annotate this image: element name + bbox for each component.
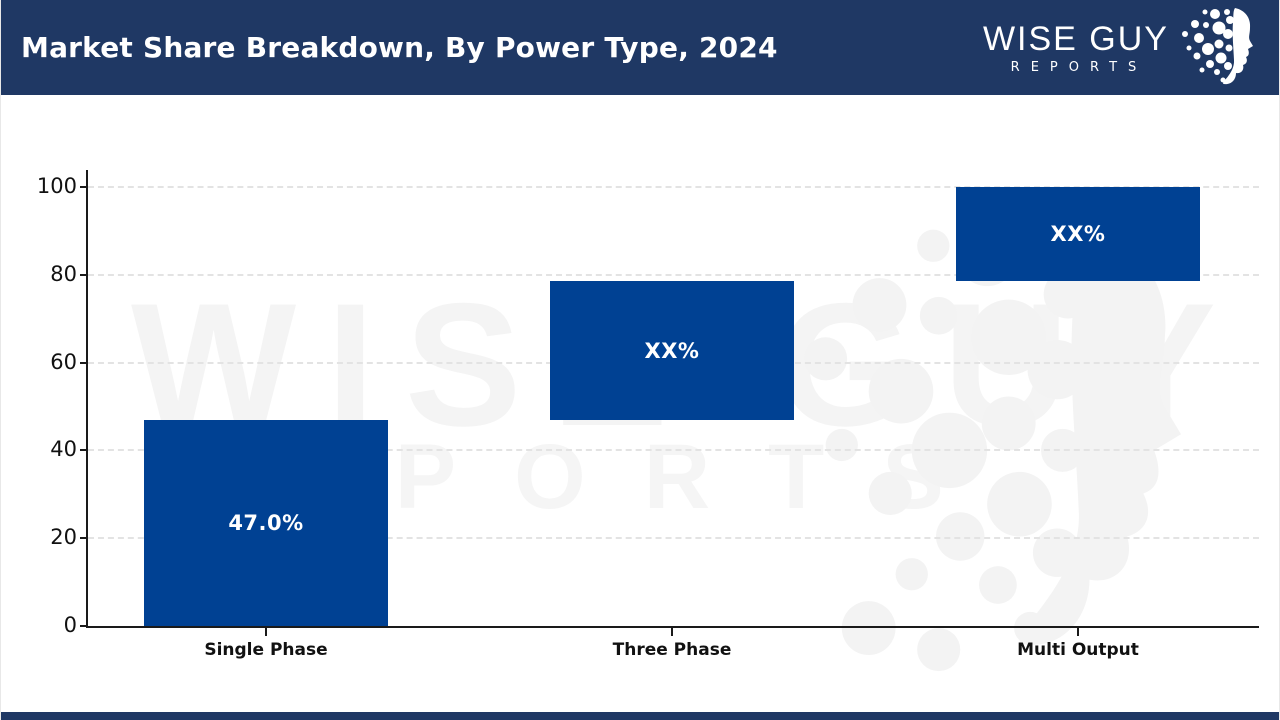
logo-line1: WISE GUY (982, 19, 1169, 58)
logo-line2: REPORTS (1010, 59, 1148, 75)
y-axis-tick-label: 0 (63, 613, 77, 637)
y-axis-tick-label: 100 (36, 174, 77, 198)
y-axis-tick-mark (80, 625, 88, 627)
bar-multi-output: XX% (956, 187, 1200, 282)
x-axis-tick-mark (671, 628, 673, 636)
y-axis-line (86, 170, 88, 628)
bar-value-label: XX% (1050, 222, 1106, 247)
header-band: Market Share Breakdown, By Power Type, 2… (1, 0, 1279, 95)
gridline-40 (88, 449, 1259, 452)
wise-guy-reports-logo: WISE GUY REPORTS (983, 4, 1253, 92)
gridline-80 (88, 273, 1259, 276)
y-axis-tick-label: 60 (50, 349, 77, 374)
page-title: Market Share Breakdown, By Power Type, 2… (21, 31, 778, 64)
bar-single-phase: 47.0% (144, 419, 388, 626)
gridline-100 (88, 186, 1259, 188)
x-axis-category-label: Three Phase (612, 640, 732, 660)
y-axis-tick-label: 80 (50, 261, 77, 286)
y-axis-tick-label: 40 (50, 437, 77, 462)
gridline-20 (88, 537, 1259, 540)
bar-value-label: XX% (644, 338, 700, 363)
logo-face-icon (1175, 4, 1253, 92)
y-axis-tick-label: 20 (50, 525, 77, 550)
x-axis-category-label: Multi Output (1017, 640, 1139, 660)
y-axis-tick-mark (80, 361, 88, 364)
logo-wordmark: WISE GUY REPORTS (983, 22, 1169, 74)
y-axis-tick-mark (80, 449, 88, 452)
x-axis-tick-mark (1077, 628, 1079, 636)
x-axis-category-label: Single Phase (204, 640, 328, 660)
bar-three-phase: XX% (550, 281, 794, 420)
y-axis-tick-mark (80, 537, 88, 540)
footer-band (1, 712, 1279, 720)
y-axis-tick-mark (80, 273, 88, 276)
x-axis-line (86, 626, 1259, 628)
y-axis-tick-mark (80, 186, 88, 188)
bar-value-label: 47.0% (228, 510, 304, 535)
x-axis-tick-mark (265, 628, 267, 636)
